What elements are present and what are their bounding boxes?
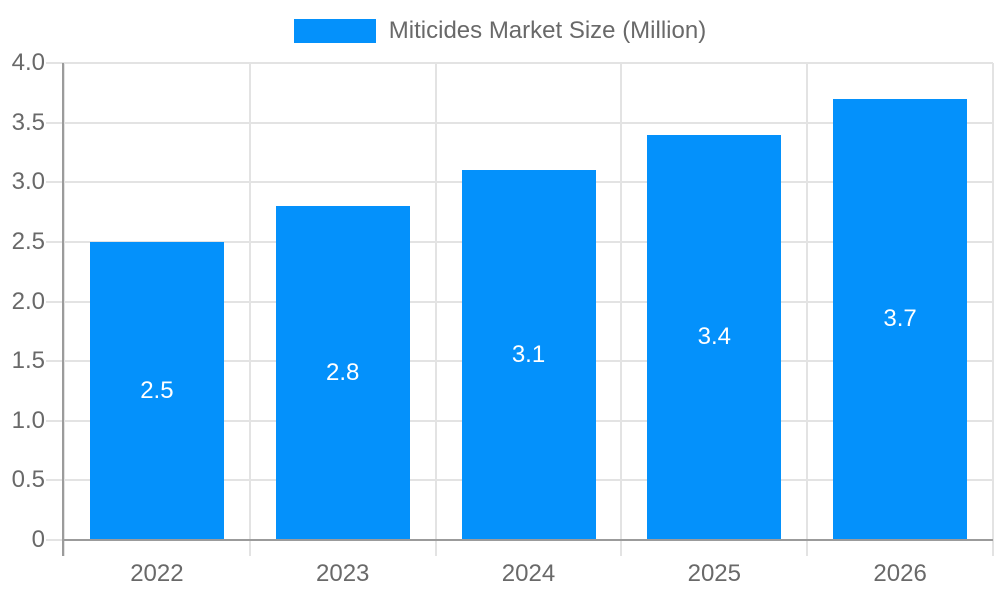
legend-label: Miticides Market Size (Million) — [388, 17, 707, 44]
bar-value-label: 2.8 — [326, 359, 360, 387]
x-tick-label: 2026 — [873, 560, 927, 587]
y-tick-label: 1.0 — [11, 406, 45, 434]
y-tick-label: 0 — [31, 526, 45, 553]
y-tick-label: 3.5 — [11, 108, 45, 136]
y-axis-line — [62, 63, 64, 556]
bar — [647, 134, 782, 540]
x-tick-label: 2025 — [687, 560, 741, 587]
v-gridline — [806, 63, 809, 556]
x-tick-label: 2023 — [315, 560, 370, 587]
h-gridline — [46, 62, 993, 64]
y-tick-label: 2.0 — [11, 287, 45, 315]
bar-value-label: 2.5 — [140, 376, 174, 404]
h-gridline — [46, 121, 993, 124]
x-axis-line — [64, 539, 993, 541]
x-tick-label: 2022 — [130, 560, 184, 587]
bar — [833, 98, 968, 540]
plot-area: 0 0.5 1.0 1.5 2.0 2.5 3.0 3.5 4.0 2.5 2022 2.8 2023 3… — [12, 51, 994, 586]
y-tick-label: 3.0 — [11, 168, 45, 196]
y-tick-label: 1.5 — [11, 347, 45, 375]
y-tick-label: 4.0 — [11, 49, 45, 76]
bar-value-label: 3.7 — [883, 305, 917, 333]
legend-swatch — [293, 19, 376, 43]
bar — [89, 241, 224, 540]
chart-legend[interactable]: Miticides Market Size (Million) — [0, 17, 1000, 45]
v-gridline — [434, 63, 437, 556]
bar-value-label: 3.4 — [697, 323, 731, 351]
bar-value-label: 3.1 — [511, 341, 546, 369]
v-gridline — [992, 63, 994, 556]
v-gridline — [620, 63, 623, 556]
bar — [461, 170, 596, 540]
x-tick-label: 2024 — [501, 560, 556, 587]
v-gridline — [248, 63, 251, 556]
y-tick-label: 2.5 — [11, 227, 45, 255]
y-tick-label: 0.5 — [11, 466, 45, 494]
bar — [275, 206, 410, 540]
v-gridline — [63, 63, 65, 556]
